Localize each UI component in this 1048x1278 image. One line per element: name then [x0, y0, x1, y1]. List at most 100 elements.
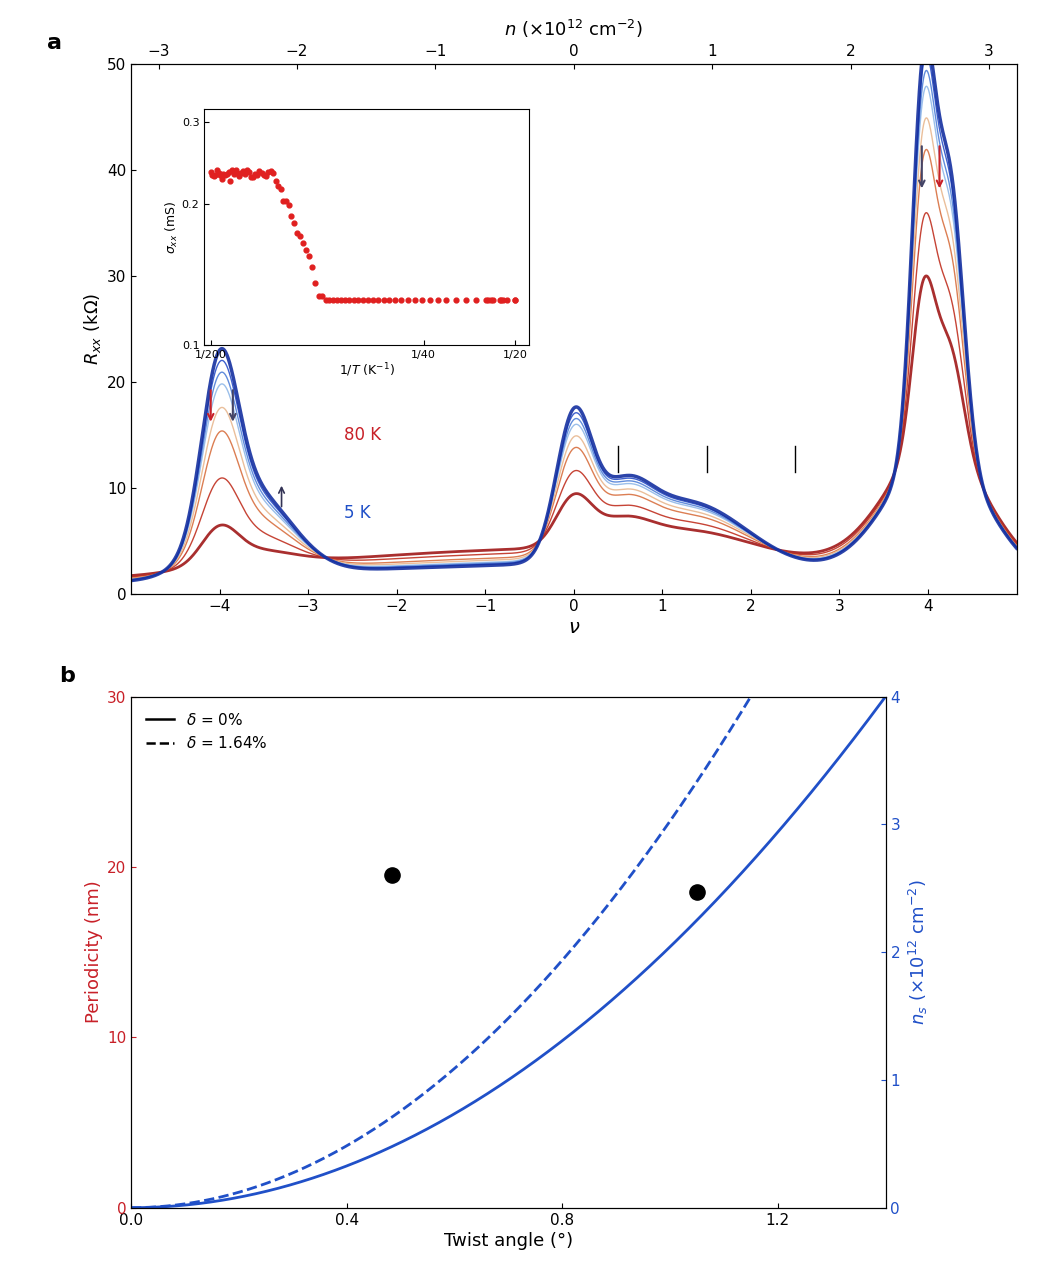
Point [393, 290, 410, 311]
Point [318, 290, 334, 311]
Point [215, 164, 232, 184]
Point [493, 290, 509, 311]
Y-axis label: $n_s$ (×10$^{12}$ cm$^{-2}$): $n_s$ (×10$^{12}$ cm$^{-2}$) [908, 879, 931, 1025]
Point [332, 290, 349, 311]
Point [233, 162, 249, 183]
Point [286, 213, 303, 234]
Point [278, 190, 294, 211]
Point [241, 161, 258, 181]
Point [457, 290, 474, 311]
Y-axis label: $R_{xx}$ (k$\Omega$): $R_{xx}$ (k$\Omega$) [82, 293, 103, 366]
Point [223, 160, 240, 180]
Point [265, 162, 282, 183]
Point [218, 164, 235, 184]
Point [283, 206, 300, 226]
Point [211, 162, 227, 183]
Point [248, 165, 265, 185]
Point [414, 290, 431, 311]
Point [384, 865, 400, 886]
Point [483, 290, 500, 311]
Point [202, 161, 219, 181]
Point [294, 233, 311, 253]
Point [269, 175, 286, 196]
Point [267, 171, 284, 192]
Point [220, 161, 237, 181]
Point [252, 161, 268, 181]
Legend: $\delta$ = 0%, $\delta$ = 1.64%: $\delta$ = 0%, $\delta$ = 1.64% [138, 704, 276, 759]
Point [354, 290, 371, 311]
Point [288, 222, 305, 243]
Point [484, 290, 501, 311]
Point [329, 290, 346, 311]
Point [244, 166, 261, 187]
Point [254, 162, 270, 183]
Point [208, 165, 224, 185]
Point [447, 290, 464, 311]
Point [204, 165, 221, 185]
Point [212, 165, 228, 185]
Point [507, 290, 524, 311]
Point [214, 169, 231, 189]
Point [370, 290, 387, 311]
X-axis label: $1/T$ (K$^{-1}$): $1/T$ (K$^{-1}$) [339, 362, 395, 378]
Text: b: b [60, 666, 75, 686]
Point [359, 290, 376, 311]
Point [222, 171, 239, 192]
Point [239, 160, 256, 180]
Text: a: a [47, 33, 62, 54]
Point [430, 290, 446, 311]
Point [246, 165, 263, 185]
Point [230, 162, 246, 183]
Point [205, 166, 222, 187]
Point [304, 257, 321, 277]
Point [275, 190, 291, 211]
Point [321, 290, 337, 311]
Point [336, 290, 353, 311]
Point [291, 226, 308, 247]
Point [227, 160, 244, 180]
Text: 5 K: 5 K [344, 504, 370, 521]
Point [256, 165, 272, 185]
Y-axis label: $\sigma_{xx}$ (mS): $\sigma_{xx}$ (mS) [165, 201, 180, 253]
Point [480, 290, 497, 311]
Point [478, 290, 495, 311]
Point [307, 272, 324, 293]
X-axis label: Twist angle (°): Twist angle (°) [443, 1232, 573, 1250]
Point [272, 179, 289, 199]
Point [235, 161, 252, 181]
Point [407, 290, 423, 311]
Point [341, 290, 357, 311]
Point [399, 290, 416, 311]
Point [231, 165, 247, 185]
Point [689, 882, 705, 902]
Point [242, 167, 259, 188]
Text: 80 K: 80 K [344, 427, 380, 445]
Point [492, 290, 508, 311]
Point [209, 160, 225, 180]
X-axis label: $n$ (×10$^{12}$ cm$^{-2}$): $n$ (×10$^{12}$ cm$^{-2}$) [504, 18, 643, 40]
Y-axis label: Periodicity (nm): Periodicity (nm) [85, 881, 103, 1024]
Point [260, 161, 277, 181]
Point [301, 245, 318, 266]
Point [280, 194, 297, 215]
Point [380, 290, 397, 311]
X-axis label: $\nu$: $\nu$ [568, 619, 580, 638]
Point [346, 290, 363, 311]
Point [495, 290, 511, 311]
Point [314, 285, 331, 305]
Point [387, 290, 403, 311]
Point [468, 290, 485, 311]
Point [375, 290, 392, 311]
Point [325, 290, 342, 311]
Point [225, 164, 242, 184]
Point [499, 290, 516, 311]
Point [217, 165, 234, 185]
Point [237, 164, 254, 184]
Point [421, 290, 438, 311]
Point [310, 285, 327, 305]
Point [258, 166, 275, 187]
Point [507, 290, 524, 311]
Point [365, 290, 381, 311]
Point [438, 290, 455, 311]
Point [350, 290, 367, 311]
